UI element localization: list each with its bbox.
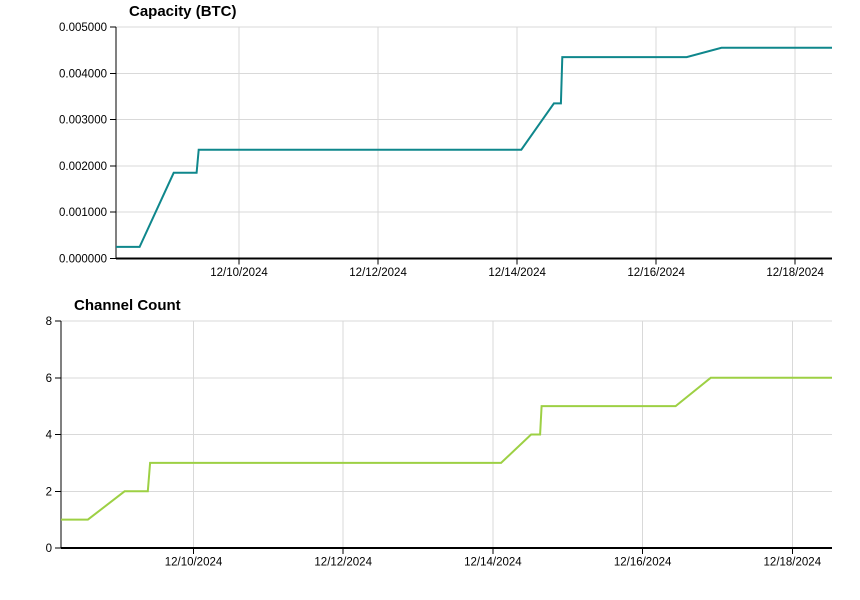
- capacity-chart: Capacity (BTC) 0.000000 0.001000 0.002000 0…: [0, 0, 860, 290]
- x-tick-label: 12/18/2024: [764, 557, 822, 569]
- x-tick-label: 12/10/2024: [210, 267, 268, 279]
- channel-count-chart-plot: 0 2 4 6 8 12/10/2024 12/12/2024 12/14/2024 12/16…: [46, 316, 832, 569]
- channel-count-chart-title: Channel Count: [74, 297, 181, 314]
- capacity-chart-title: Capacity (BTC): [129, 3, 237, 20]
- y-tick-label: 0: [46, 543, 52, 555]
- channel-count-chart: Channel Count 0 2 4 6 8 12/10/2024 12/12/2024 1…: [0, 290, 860, 600]
- capacity-btc-line: [116, 46, 832, 248]
- y-tick-label: 8: [46, 316, 52, 328]
- y-tick-label: 6: [46, 373, 52, 385]
- x-tick-label: 12/14/2024: [464, 557, 522, 569]
- x-tick-label: 12/16/2024: [614, 557, 672, 569]
- x-tick-label: 12/12/2024: [349, 267, 407, 279]
- x-tick-label: 12/16/2024: [627, 267, 685, 279]
- y-tick-label: 0.004000: [59, 68, 107, 80]
- x-tick-label: 12/14/2024: [488, 267, 546, 279]
- capacity-chart-plot: 0.000000 0.001000 0.002000 0.003000 0.004000…: [59, 22, 832, 279]
- x-tick-label: 12/18/2024: [766, 267, 824, 279]
- y-tick-label: 0.001000: [59, 207, 107, 219]
- y-tick-label: 0.000000: [59, 254, 107, 266]
- y-tick-label: 0.003000: [59, 115, 107, 127]
- y-tick-label: 0.002000: [59, 161, 107, 173]
- channel-count-line: [61, 376, 832, 521]
- y-tick-label: 2: [46, 486, 52, 498]
- y-tick-label: 4: [46, 430, 53, 442]
- y-tick-label: 0.005000: [59, 22, 107, 34]
- x-tick-label: 12/12/2024: [314, 557, 372, 569]
- x-tick-label: 12/10/2024: [165, 557, 223, 569]
